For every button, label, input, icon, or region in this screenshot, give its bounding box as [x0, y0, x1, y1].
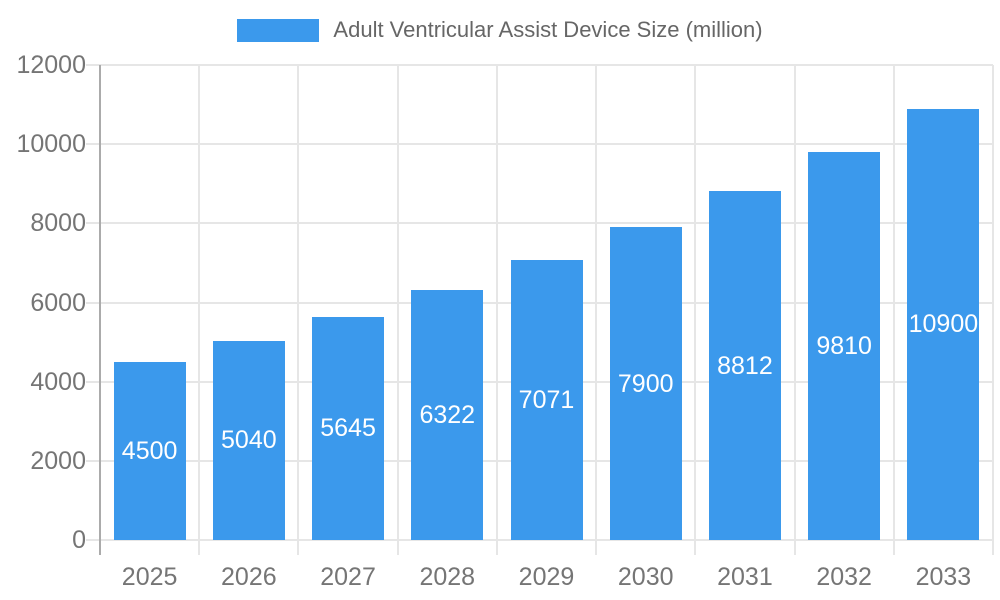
x-tick-label: 2032 — [816, 563, 872, 591]
legend: Adult Ventricular Assist Device Size (mi… — [0, 17, 1000, 43]
x-tick-label: 2029 — [518, 563, 575, 591]
bar-2025[interactable] — [113, 361, 186, 540]
legend-label: Adult Ventricular Assist Device Size (mi… — [333, 17, 763, 42]
bar-2030[interactable] — [609, 227, 682, 540]
legend-item[interactable]: Adult Ventricular Assist Device Size (mi… — [237, 17, 763, 43]
y-axis-labels: 0 2000 4000 6000 8000 10000 12000 — [0, 51, 86, 554]
bar-2028[interactable] — [411, 289, 484, 540]
h-gridline — [86, 64, 993, 66]
y-axis-line — [99, 65, 101, 555]
x-tick-label: 2033 — [915, 563, 972, 591]
v-gridline — [992, 65, 994, 555]
x-tick-label: 2031 — [717, 563, 773, 591]
v-gridline — [793, 65, 796, 555]
x-tick-label: 2026 — [221, 563, 277, 591]
y-tick-label: 0 — [72, 526, 86, 554]
v-gridline — [396, 65, 399, 555]
y-tick-label: 10000 — [16, 130, 86, 159]
bar-2029[interactable] — [510, 260, 583, 540]
x-tick-label: 2030 — [617, 563, 674, 591]
bar-2026[interactable] — [212, 340, 285, 540]
x-axis-labels: 2025 2026 2027 2028 2029 2030 2031 2032 2033 — [100, 556, 993, 592]
bar-2031[interactable] — [708, 191, 781, 540]
y-tick-label: 6000 — [30, 288, 86, 317]
legend-swatch-icon — [237, 18, 320, 42]
x-tick-label: 2028 — [419, 563, 476, 591]
v-gridline — [198, 65, 201, 555]
h-gridline — [86, 222, 993, 225]
h-gridline — [86, 143, 993, 146]
y-tick-label: 12000 — [16, 51, 86, 79]
v-gridline — [297, 65, 300, 555]
plot-area: 4500 5040 5645 6322 7071 7900 8812 9810 10900 — [86, 64, 994, 555]
y-tick-label: 4000 — [30, 367, 86, 396]
x-tick-label: 2025 — [121, 563, 178, 591]
bar-2032[interactable] — [808, 151, 881, 540]
h-gridline — [86, 539, 993, 541]
y-tick-label: 2000 — [30, 446, 86, 475]
v-gridline — [694, 65, 697, 555]
y-tick-label: 8000 — [30, 209, 86, 238]
v-gridline — [495, 65, 498, 555]
v-gridline — [892, 65, 895, 555]
v-gridline — [595, 65, 598, 555]
bar-2027[interactable] — [312, 316, 385, 540]
x-tick-label: 2027 — [320, 563, 376, 591]
bar-2033[interactable] — [907, 108, 980, 540]
